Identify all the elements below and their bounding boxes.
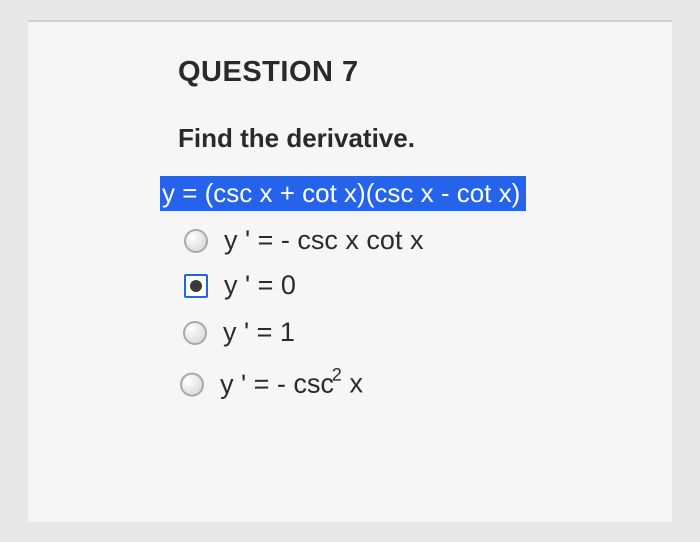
- radio-icon-selected[interactable]: [184, 274, 208, 298]
- option-1[interactable]: y ' = - csc x cot x: [184, 225, 662, 256]
- question-panel: QUESTION 7 Find the derivative. y = (csc…: [28, 20, 672, 522]
- option-label: y ' = 0: [224, 270, 296, 301]
- question-prompt: Find the derivative.: [178, 123, 662, 154]
- option-4[interactable]: y ' = - csc2 x: [180, 364, 658, 400]
- radio-icon[interactable]: [183, 321, 207, 345]
- equation-highlight[interactable]: y = (csc x + cot x)(csc x - cot x): [160, 176, 526, 211]
- radio-dot: [190, 280, 202, 292]
- option-label: y ' = - csc x cot x: [224, 225, 423, 256]
- option-2[interactable]: y ' = 0: [184, 270, 662, 301]
- options-group: y ' = - csc x cot x y ' = 0 y ' = 1 y ' …: [184, 225, 662, 393]
- radio-icon[interactable]: [184, 229, 208, 253]
- option-label: y ' = - csc2 x: [220, 366, 363, 400]
- question-title: QUESTION 7: [178, 56, 662, 89]
- option-3[interactable]: y ' = 1: [183, 317, 661, 348]
- radio-icon[interactable]: [180, 372, 204, 396]
- option-label: y ' = 1: [223, 317, 295, 348]
